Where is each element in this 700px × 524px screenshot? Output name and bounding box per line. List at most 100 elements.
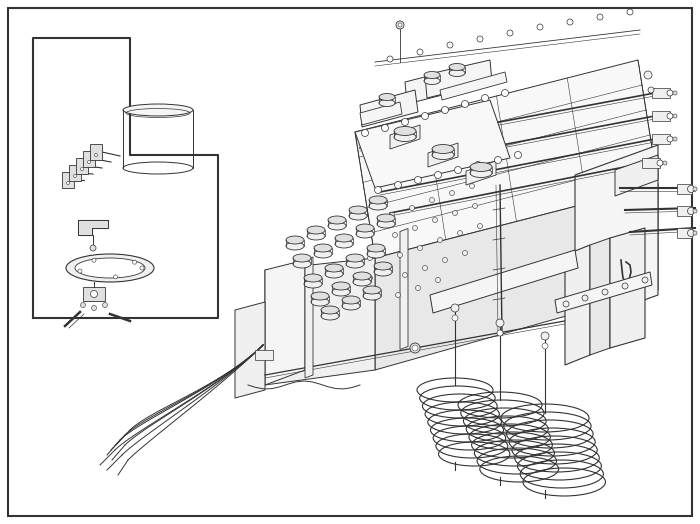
Ellipse shape [377,220,395,228]
Circle shape [368,256,372,260]
Polygon shape [590,238,610,355]
Polygon shape [430,250,578,313]
Circle shape [433,217,438,223]
Ellipse shape [342,296,360,304]
Circle shape [687,208,694,214]
Ellipse shape [369,202,387,210]
Circle shape [442,257,447,263]
Circle shape [673,137,677,141]
Circle shape [451,304,459,312]
Ellipse shape [367,244,385,252]
Ellipse shape [374,268,392,276]
Circle shape [412,225,417,231]
Circle shape [537,24,543,30]
Ellipse shape [311,298,329,306]
Circle shape [423,266,428,270]
Circle shape [66,181,69,184]
Circle shape [80,168,83,170]
Polygon shape [305,257,313,378]
Ellipse shape [349,212,367,220]
Circle shape [507,30,513,36]
Bar [677,206,692,216]
Ellipse shape [424,71,440,79]
Circle shape [435,278,440,282]
Polygon shape [615,155,658,196]
Circle shape [693,209,697,213]
Circle shape [438,237,442,243]
Circle shape [475,161,482,169]
Circle shape [582,295,588,301]
Circle shape [398,253,402,257]
Ellipse shape [332,288,350,296]
Circle shape [627,9,633,15]
Polygon shape [360,102,402,125]
Circle shape [597,14,603,20]
Circle shape [494,157,501,163]
Polygon shape [265,260,305,385]
Circle shape [435,171,442,179]
Circle shape [482,94,489,102]
Ellipse shape [328,222,346,230]
Ellipse shape [432,150,454,159]
Circle shape [132,260,137,264]
Polygon shape [375,185,658,370]
Circle shape [361,129,368,136]
Circle shape [693,231,697,235]
Ellipse shape [286,242,304,250]
Ellipse shape [311,292,329,300]
Circle shape [673,114,677,118]
Circle shape [454,167,461,173]
Polygon shape [565,245,590,365]
Polygon shape [440,72,507,100]
Circle shape [140,266,144,270]
Circle shape [430,198,435,202]
Circle shape [417,49,423,55]
Ellipse shape [325,264,343,272]
Circle shape [667,136,673,142]
Polygon shape [355,60,658,258]
Ellipse shape [75,258,145,278]
Circle shape [687,185,694,192]
Circle shape [496,319,504,327]
Circle shape [470,183,475,189]
Ellipse shape [307,226,325,234]
Ellipse shape [123,104,193,116]
Circle shape [412,345,418,351]
Ellipse shape [356,230,374,238]
Circle shape [74,174,76,178]
Circle shape [452,315,458,321]
Circle shape [644,71,652,79]
Circle shape [458,231,463,235]
Circle shape [368,276,372,280]
Ellipse shape [379,100,395,106]
Circle shape [416,286,421,290]
Bar [255,350,273,360]
Circle shape [90,245,96,251]
Ellipse shape [394,133,416,141]
Ellipse shape [321,312,339,320]
Ellipse shape [367,250,385,258]
Circle shape [673,91,677,95]
Polygon shape [575,145,658,325]
Polygon shape [405,68,462,104]
Ellipse shape [332,282,350,290]
Circle shape [687,230,694,236]
Circle shape [657,160,663,166]
Ellipse shape [449,70,465,77]
Ellipse shape [470,162,492,171]
Circle shape [374,187,382,193]
Circle shape [113,275,118,279]
Ellipse shape [346,260,364,268]
Circle shape [563,301,569,307]
Bar [677,184,692,194]
Polygon shape [428,143,458,167]
Polygon shape [400,228,408,350]
Circle shape [542,343,548,349]
Ellipse shape [66,254,154,282]
Polygon shape [62,172,74,188]
Ellipse shape [293,260,311,268]
Circle shape [463,250,468,256]
Circle shape [395,292,400,298]
Circle shape [92,305,97,311]
Ellipse shape [424,78,440,84]
